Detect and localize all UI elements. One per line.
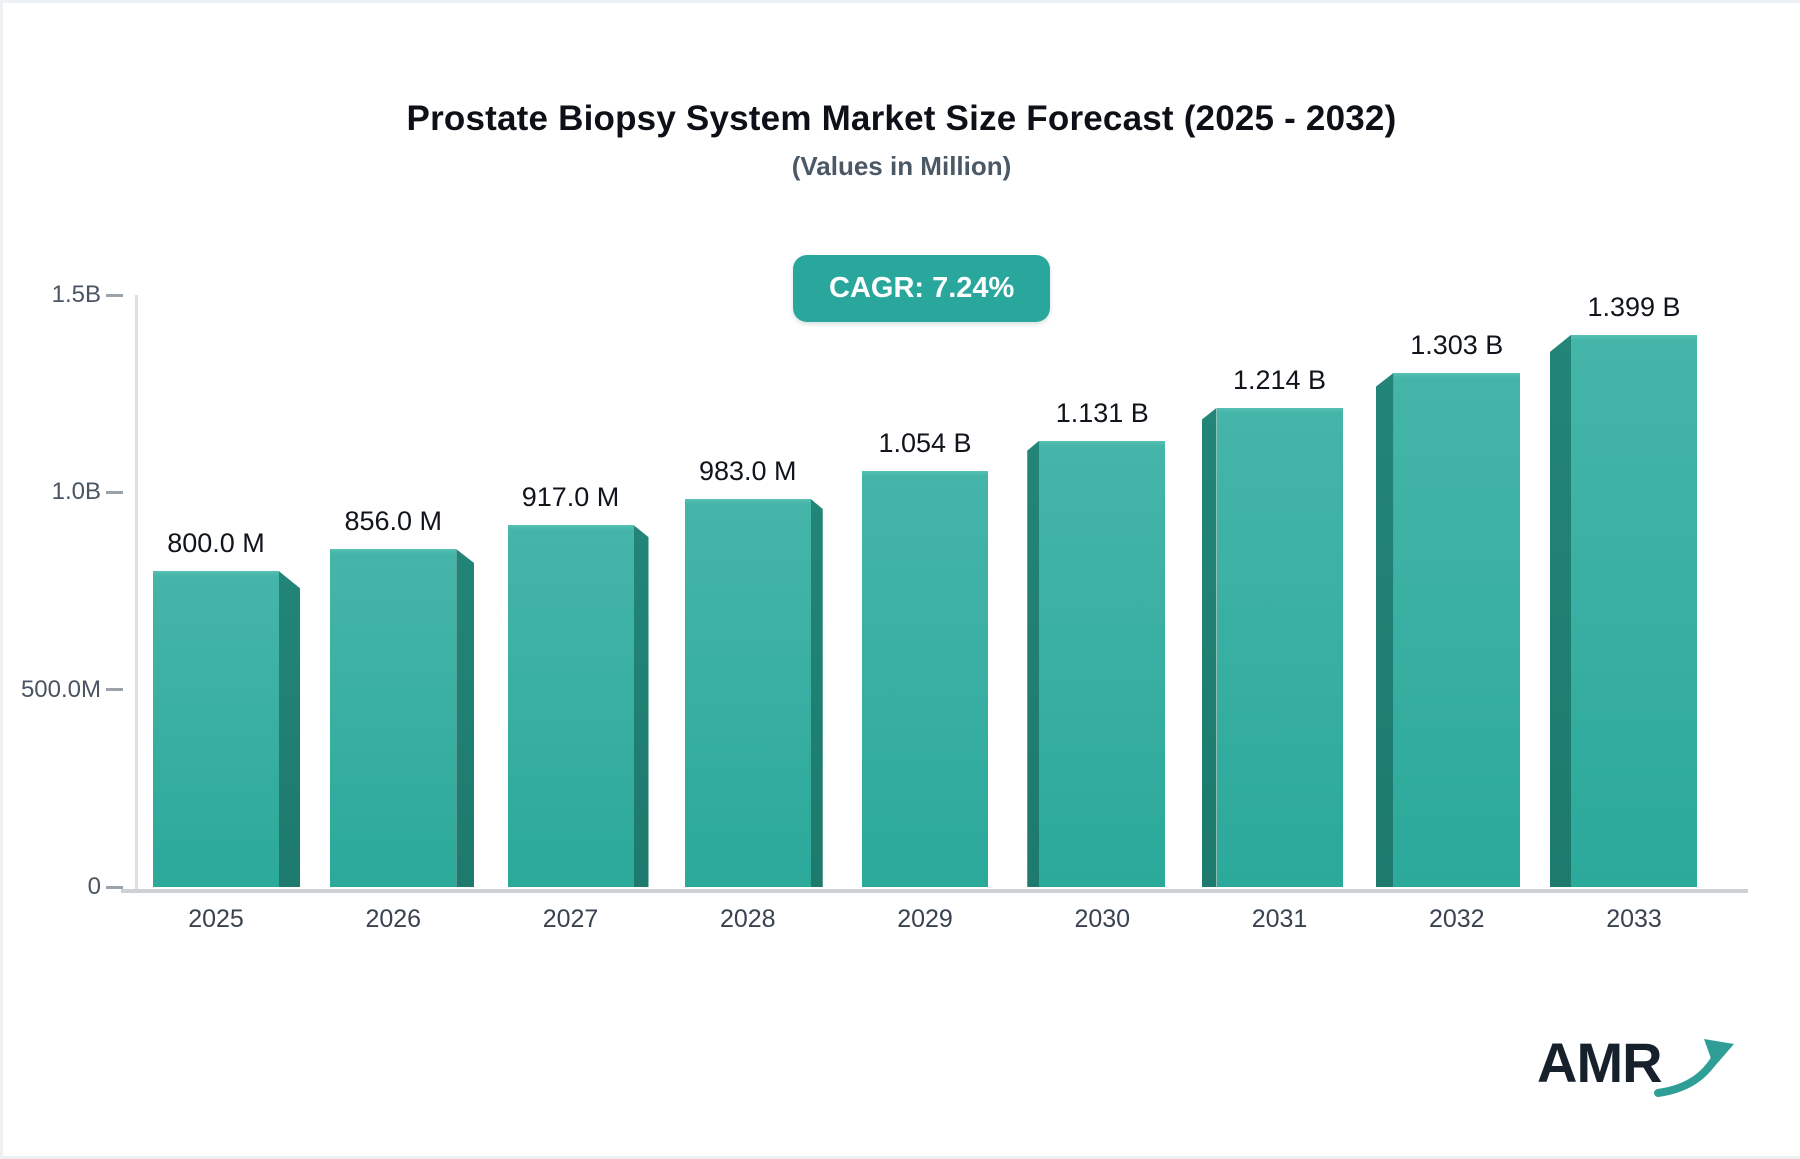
bar-value-label-2033: 1.399 B (1587, 291, 1681, 322)
bar-value-label-2029: 1.054 B (878, 428, 972, 459)
bar-value-label-2030: 1.131 B (1055, 397, 1149, 428)
chart-card: Prostate Biopsy System Market Size Forec… (3, 3, 1800, 1156)
cagr-badge: CAGR: 7.24% (793, 255, 1051, 322)
x-tick-label-2033: 2033 (1606, 905, 1662, 933)
bar-side-face-2031 (1201, 407, 1217, 887)
y-tick-label: 500.0M (20, 675, 101, 703)
y-tick-label: 1.0B (51, 478, 101, 506)
bar-2029[interactable] (862, 471, 988, 887)
bar-value-label-2031: 1.214 B (1232, 364, 1327, 395)
amr-logo: AMR (1537, 1033, 1738, 1099)
x-tick-label-2025: 2025 (188, 905, 244, 933)
y-tick-label: 1.5B (51, 281, 101, 308)
bar-value-label-2028: 983.0 M (698, 456, 797, 487)
bar-2028[interactable] (684, 499, 811, 887)
bar-side-face-2030 (1027, 440, 1040, 887)
bar-side-face-2027 (633, 525, 649, 887)
bar-2026[interactable] (330, 549, 457, 887)
y-tick-mark (106, 688, 123, 692)
bar-2025[interactable] (153, 571, 279, 887)
growth-arrow-icon (1653, 1039, 1734, 1097)
chart-title: Prostate Biopsy System Market Size Forec… (406, 99, 1397, 138)
x-tick-label-2026: 2026 (365, 905, 422, 933)
x-tick-label-2032: 2032 (1428, 905, 1485, 933)
bar-value-label-2032: 1.303 B (1410, 329, 1504, 360)
bar-value-label-2027: 917.0 M (521, 482, 620, 513)
x-tick-label-2031: 2031 (1251, 905, 1308, 933)
x-axis-baseline (121, 889, 1748, 893)
bar-side-face-2033 (1550, 334, 1571, 887)
bar-side-face-2025 (279, 571, 300, 887)
y-tick-mark (106, 885, 123, 889)
y-tick-mark (106, 490, 123, 494)
y-axis-line (135, 295, 138, 889)
bar-2030[interactable] (1039, 440, 1166, 887)
bar-side-face-2026 (456, 549, 475, 887)
bar-value-label-2026: 856.0 M (344, 506, 443, 537)
bar-value-label-2025: 800.0 M (167, 528, 265, 559)
bar-2027[interactable] (507, 525, 634, 887)
x-tick-label-2030: 2030 (1074, 905, 1131, 933)
amr-logo-text: AMR (1537, 1031, 1663, 1094)
bar-side-face-2032 (1375, 372, 1394, 887)
bar-2032[interactable] (1393, 372, 1520, 887)
x-tick-label-2028: 2028 (719, 905, 776, 933)
chart-subtitle: (Values in Million) (791, 151, 1012, 181)
y-tick-label: 0 (87, 873, 101, 900)
bar-2031[interactable] (1216, 407, 1343, 887)
x-tick-label-2027: 2027 (542, 905, 599, 933)
y-tick-mark (106, 293, 123, 297)
bar-side-face-2028 (810, 499, 823, 887)
bar-chart-plot-area: 0 500.0M 1.0B 1.5B 800.0 M 856.0 M 917.0 M 983… (3, 3, 1800, 1159)
bar-2033[interactable] (1571, 334, 1697, 887)
x-tick-label-2029: 2029 (897, 905, 953, 933)
